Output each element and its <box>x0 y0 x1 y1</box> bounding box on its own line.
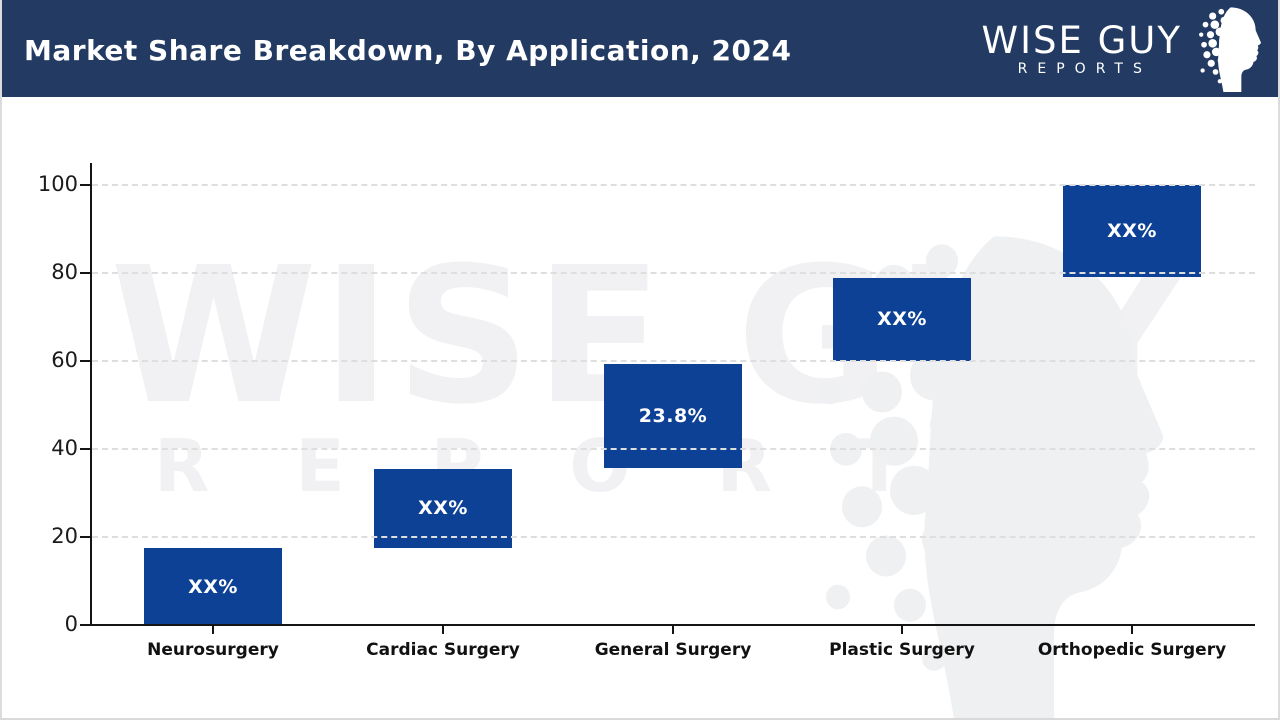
bar-cardiac-surgery: XX% <box>374 468 512 548</box>
x-tick-neurosurgery <box>212 626 214 634</box>
bar-value-label-orthopedic-surgery: XX% <box>1107 220 1157 243</box>
logo-head-icon <box>1199 7 1261 92</box>
x-axis-line <box>90 624 1255 626</box>
gridline-80 <box>92 272 1255 274</box>
y-tick-80 <box>80 272 91 274</box>
y-tick-20 <box>80 536 91 538</box>
bar-plastic-surgery: XX% <box>833 277 971 361</box>
y-tick-100 <box>80 184 91 186</box>
y-tick-label-100: 100 <box>37 172 78 196</box>
y-tick-label-60: 60 <box>51 348 78 372</box>
x-tick-cardiac-surgery <box>442 626 444 634</box>
brand-logo: WISE GUY REPORTS <box>982 4 1266 94</box>
gridline-60 <box>92 360 1255 362</box>
header-bar: Market Share Breakdown, By Application, … <box>2 0 1278 97</box>
y-tick-label-0: 0 <box>64 612 78 636</box>
y-tick-40 <box>80 448 91 450</box>
bar-value-label-cardiac-surgery: XX% <box>418 497 468 520</box>
x-tick-general-surgery <box>672 626 674 634</box>
bar-neurosurgery: XX% <box>144 548 282 625</box>
y-tick-label-40: 40 <box>51 436 78 460</box>
gridline-40 <box>92 448 1255 450</box>
x-category-label-cardiac-surgery: Cardiac Surgery <box>366 640 520 660</box>
bar-value-label-neurosurgery: XX% <box>188 575 238 598</box>
bar-value-label-general-surgery: 23.8% <box>638 404 708 427</box>
bar-orthopedic-surgery: XX% <box>1063 185 1201 278</box>
x-category-label-neurosurgery: Neurosurgery <box>147 640 279 660</box>
x-category-label-plastic-surgery: Plastic Surgery <box>829 640 975 660</box>
y-tick-0 <box>80 624 91 626</box>
y-tick-60 <box>80 360 91 362</box>
logo-sub-wordmark: REPORTS <box>1017 61 1152 77</box>
x-category-label-orthopedic-surgery: Orthopedic Surgery <box>1037 640 1227 660</box>
logo-wordmark-block: WISE GUY REPORTS <box>982 22 1182 76</box>
x-category-label-general-surgery: General Surgery <box>594 640 752 660</box>
chart-title: Market Share Breakdown, By Application, … <box>24 34 792 67</box>
gridline-100 <box>92 184 1255 186</box>
y-tick-label-20: 20 <box>51 524 78 548</box>
bar-general-surgery: 23.8% <box>604 363 742 469</box>
logo-wordmark: WISE GUY <box>981 19 1182 62</box>
gridline-20 <box>92 536 1255 538</box>
y-tick-label-80: 80 <box>51 260 78 284</box>
bar-value-label-plastic-surgery: XX% <box>877 308 927 331</box>
y-axis-line <box>90 163 92 626</box>
x-tick-orthopedic-surgery <box>1131 626 1133 634</box>
x-tick-plastic-surgery <box>901 626 903 634</box>
